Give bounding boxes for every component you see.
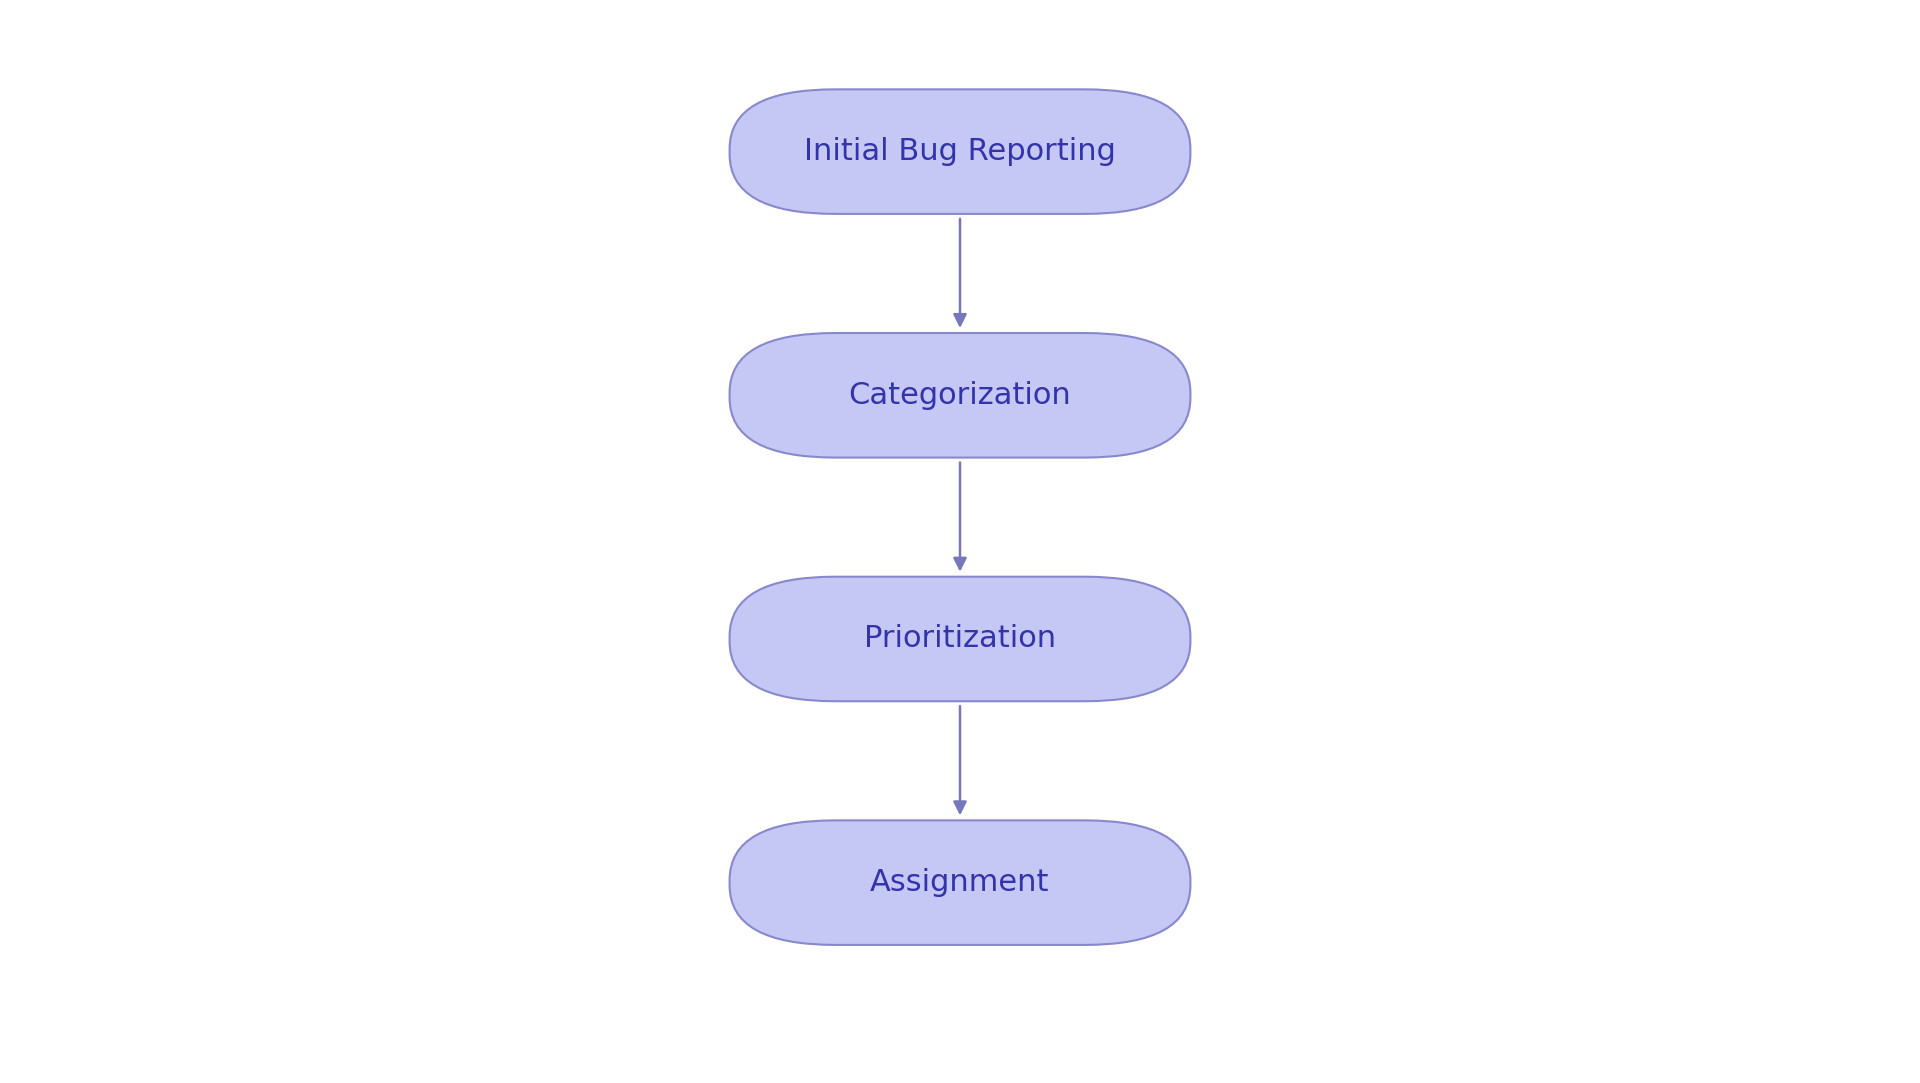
Text: Assignment: Assignment — [870, 869, 1050, 897]
Text: Prioritization: Prioritization — [864, 625, 1056, 653]
Text: Categorization: Categorization — [849, 381, 1071, 409]
FancyBboxPatch shape — [730, 90, 1190, 214]
Text: Initial Bug Reporting: Initial Bug Reporting — [804, 138, 1116, 166]
FancyBboxPatch shape — [730, 821, 1190, 944]
FancyBboxPatch shape — [730, 577, 1190, 702]
FancyBboxPatch shape — [730, 334, 1190, 457]
